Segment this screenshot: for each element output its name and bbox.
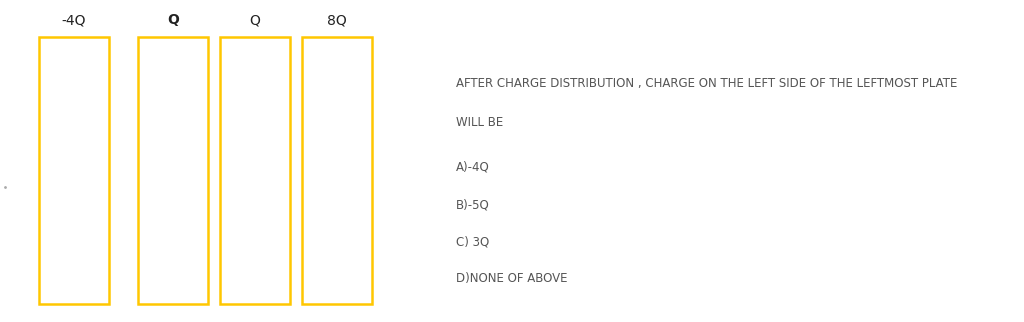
Bar <box>39 37 109 304</box>
Text: Q: Q <box>250 14 260 27</box>
Bar <box>138 37 208 304</box>
Text: A)-4Q: A)-4Q <box>456 161 489 174</box>
Text: 8Q: 8Q <box>327 14 347 27</box>
Text: D)NONE OF ABOVE: D)NONE OF ABOVE <box>456 272 567 285</box>
Text: Q: Q <box>167 14 179 27</box>
Text: WILL BE: WILL BE <box>456 116 503 129</box>
Text: C) 3Q: C) 3Q <box>456 235 488 248</box>
Bar <box>220 37 290 304</box>
Text: B)-5Q: B)-5Q <box>456 198 489 211</box>
Text: -4Q: -4Q <box>61 14 86 27</box>
Text: AFTER CHARGE DISTRIBUTION , CHARGE ON THE LEFT SIDE OF THE LEFTMOST PLATE: AFTER CHARGE DISTRIBUTION , CHARGE ON TH… <box>456 77 957 90</box>
Bar <box>302 37 372 304</box>
